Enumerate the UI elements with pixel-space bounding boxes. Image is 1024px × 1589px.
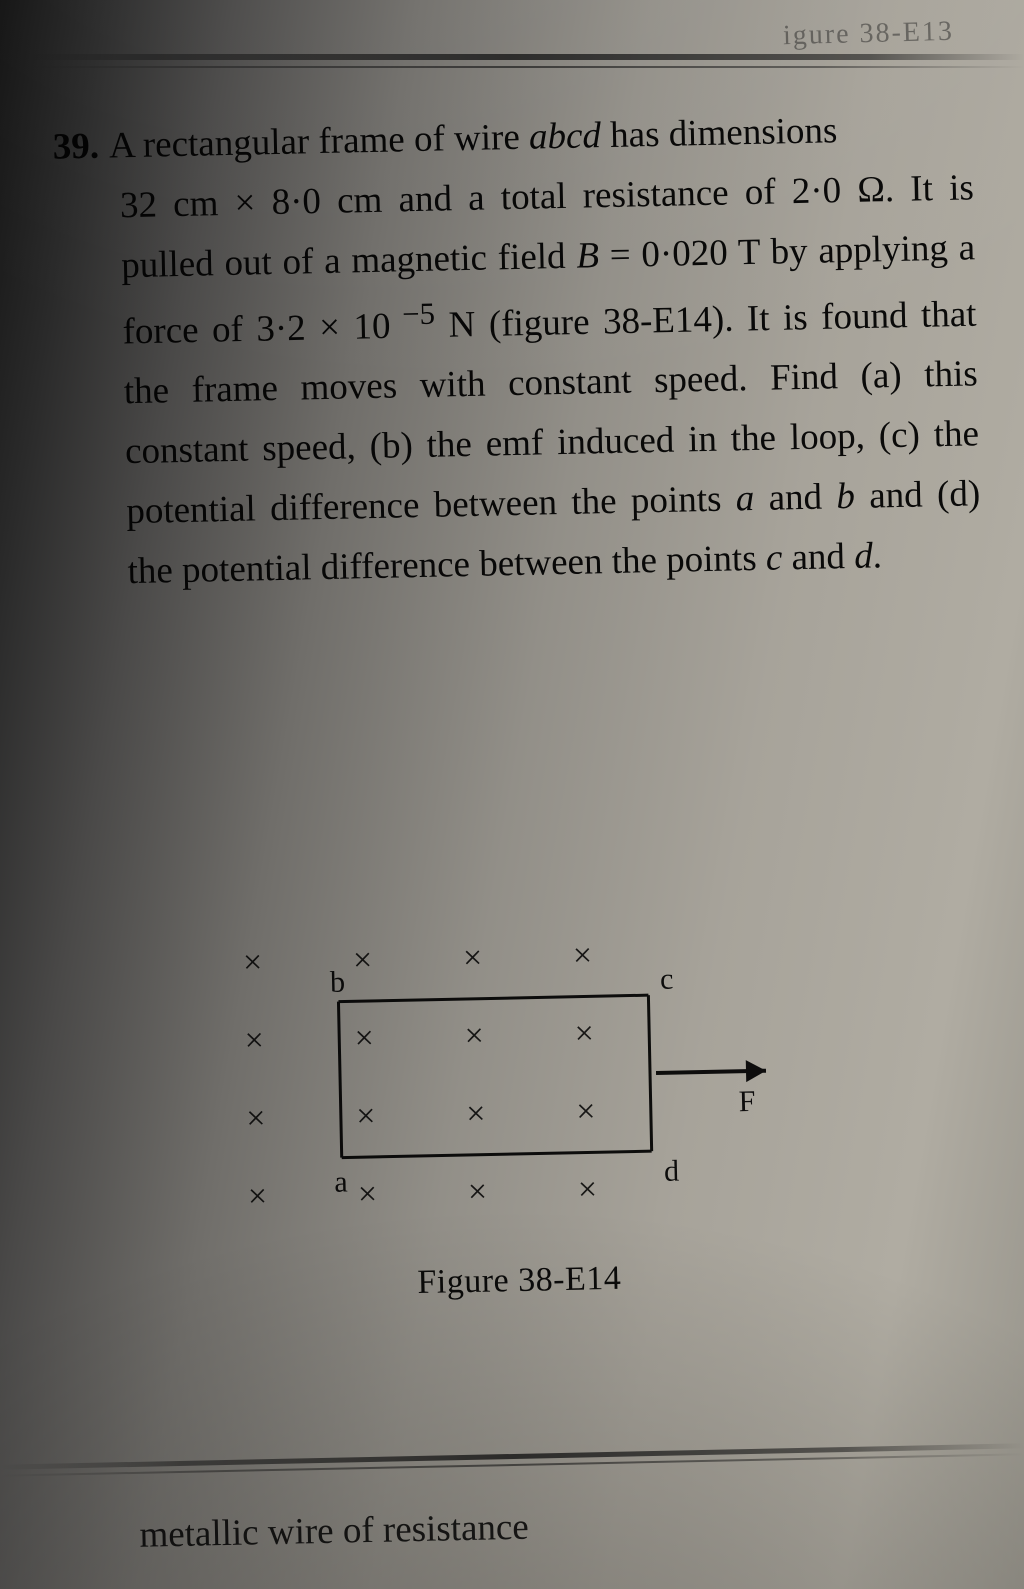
field-cross-icon: × (463, 939, 483, 976)
figure-caption: Figure 38-E14 (7, 1251, 1024, 1310)
top-horizontal-rule (0, 54, 1024, 60)
corner-label-a: a (334, 1166, 348, 1199)
field-cross-icon: × (356, 1098, 376, 1135)
question-number: 39. (52, 126, 99, 168)
field-cross-icon: × (243, 944, 263, 981)
field-cross-icon: × (464, 1017, 484, 1054)
force-label: F (738, 1085, 755, 1118)
loop-side-ba (338, 1002, 341, 1158)
figure-38-e14: ××××××××××××××××bacdF Figure 38-E14 (0, 919, 1024, 1310)
loop-side-bc (338, 995, 648, 1001)
figure-svg: ××××××××××××××××bacdF (192, 923, 839, 1256)
problem-line-1: A rectangular frame of wire abcd has dim… (109, 110, 838, 166)
bottom-partial-text: metallic wire of resistance (139, 1507, 529, 1556)
problem-39: 39.A rectangular frame of wire abcd has … (52, 98, 982, 603)
loop-side-cd (648, 995, 651, 1151)
field-cross-icon: × (358, 1176, 378, 1213)
field-cross-icon: × (466, 1095, 486, 1132)
field-cross-icon: × (468, 1173, 488, 1210)
page-background: igure 38-E13 39.A rectangular frame of w… (0, 0, 1024, 1589)
field-cross-icon: × (354, 1020, 374, 1057)
header-cutoff-text: igure 38-E13 (783, 16, 955, 52)
force-arrow-head (746, 1060, 766, 1082)
field-cross-icon: × (576, 1093, 596, 1130)
corner-label-c: c (660, 963, 674, 996)
corner-label-b: b (330, 966, 346, 999)
next-problem-cutoff: 40. A metallic wire of resistance (52, 1496, 973, 1558)
field-cross-icon: × (577, 1171, 597, 1208)
field-cross-icon: × (574, 1015, 594, 1052)
field-cross-icon: × (353, 942, 373, 979)
bottom-horizontal-rule (0, 1443, 1024, 1469)
field-cross-icon: × (244, 1022, 264, 1059)
problem-body: 32 cm × 8·0 cm and a total resistance of… (53, 158, 982, 603)
field-cross-icon: × (248, 1178, 268, 1215)
field-cross-icon: × (246, 1100, 266, 1137)
corner-label-d: d (664, 1155, 680, 1188)
field-cross-icon: × (573, 937, 593, 974)
loop-side-ad (342, 1151, 652, 1157)
